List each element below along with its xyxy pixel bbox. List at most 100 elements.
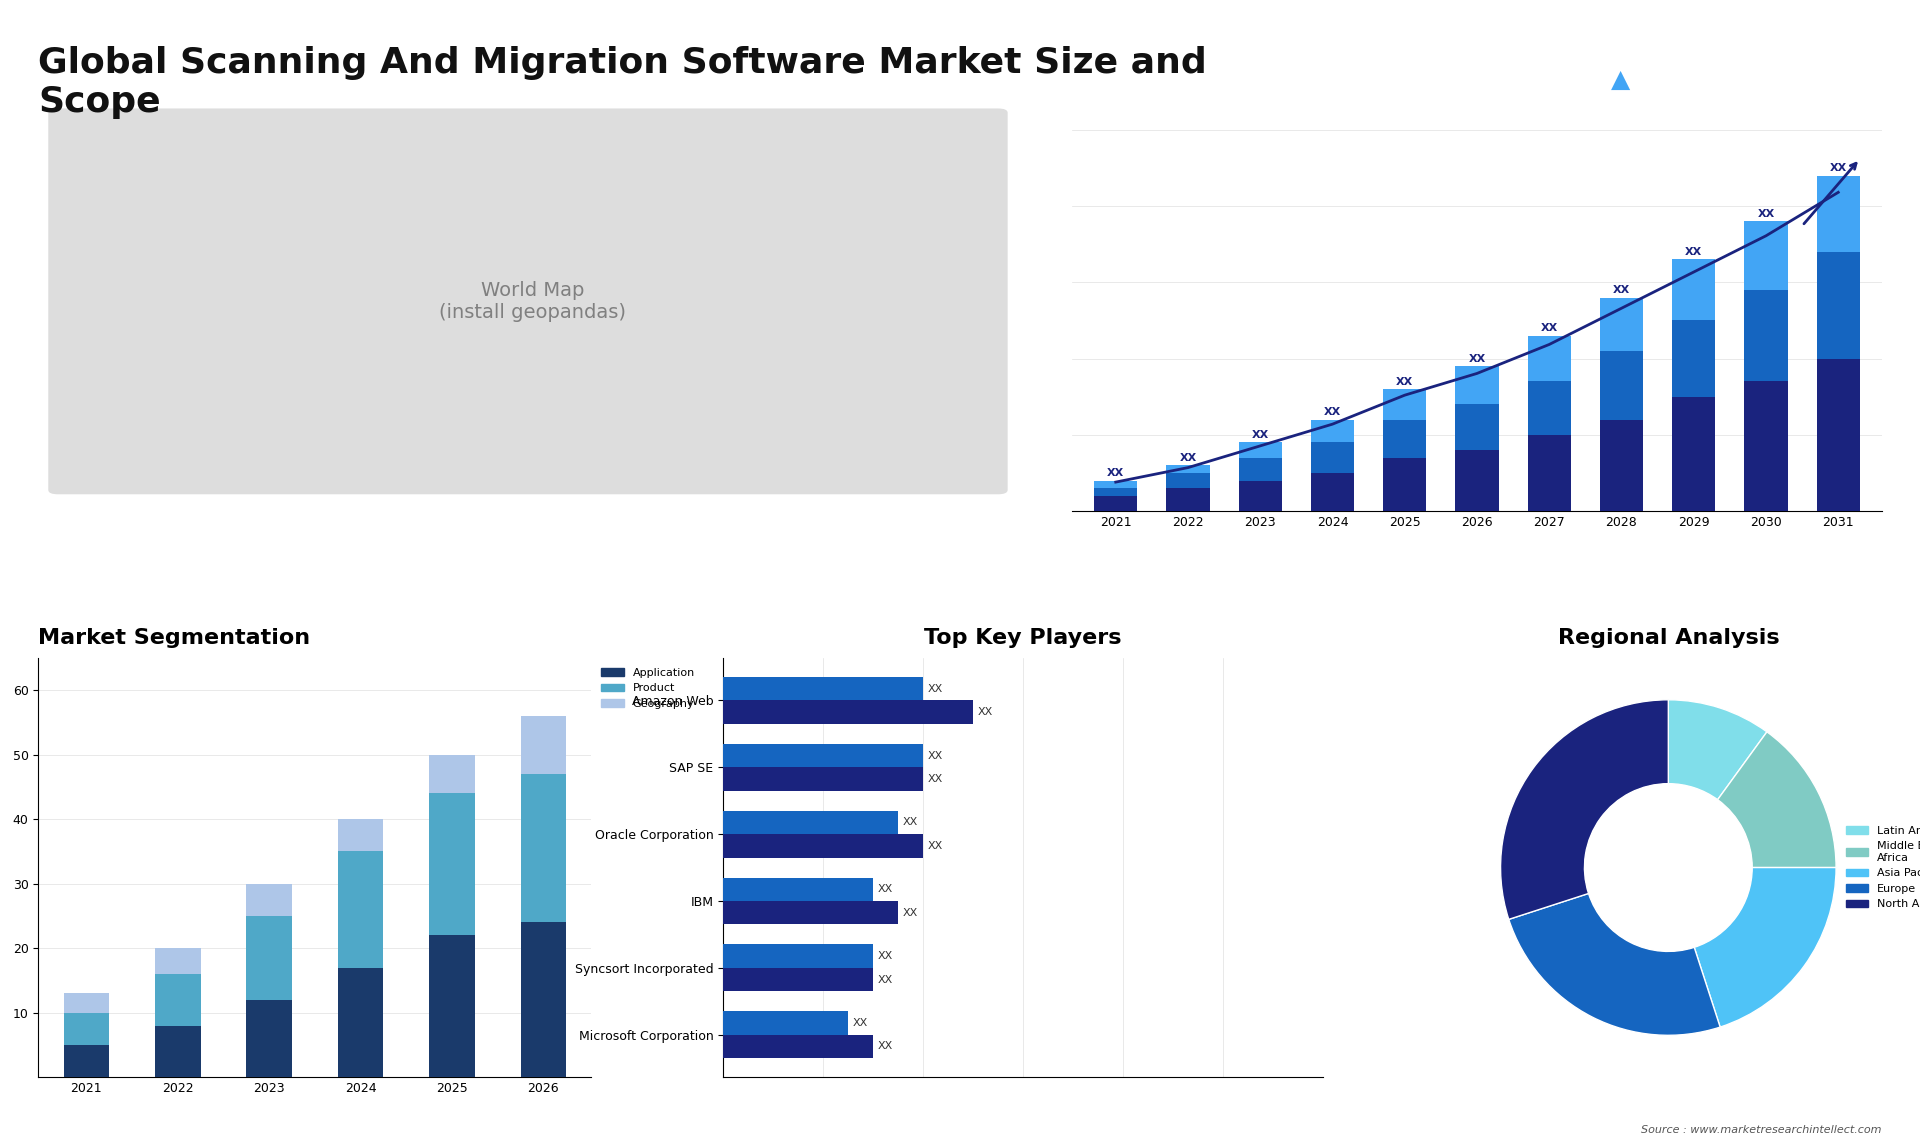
Bar xyxy=(1094,488,1137,496)
Text: XX: XX xyxy=(1325,407,1340,417)
Text: XX: XX xyxy=(927,684,943,693)
Bar xyxy=(1528,434,1571,511)
Bar xyxy=(1745,382,1788,511)
Bar xyxy=(1599,419,1644,511)
Wedge shape xyxy=(1509,894,1720,1035)
Bar xyxy=(724,700,973,724)
Wedge shape xyxy=(1501,700,1668,919)
Bar xyxy=(1672,397,1715,511)
Bar xyxy=(1165,465,1210,473)
Bar xyxy=(1165,488,1210,511)
Wedge shape xyxy=(1718,732,1836,868)
Bar xyxy=(1382,457,1427,511)
Bar xyxy=(520,923,566,1077)
Bar xyxy=(724,901,899,925)
Text: MARKET
RESEARCH
INTELLECT: MARKET RESEARCH INTELLECT xyxy=(1699,53,1757,85)
Bar xyxy=(63,1045,109,1077)
Text: XX: XX xyxy=(1179,453,1196,463)
Bar xyxy=(338,851,384,967)
Bar xyxy=(724,810,899,834)
Bar xyxy=(724,677,924,700)
Bar xyxy=(430,754,474,793)
Bar xyxy=(1745,221,1788,290)
Bar xyxy=(1745,290,1788,382)
Bar xyxy=(1094,496,1137,511)
Bar xyxy=(1455,367,1500,405)
Bar xyxy=(1311,473,1354,511)
Bar xyxy=(724,1035,874,1058)
Bar xyxy=(1382,419,1427,457)
Bar xyxy=(1382,388,1427,419)
Text: XX: XX xyxy=(877,885,893,894)
Legend: Application, Product, Geography: Application, Product, Geography xyxy=(597,664,699,714)
Bar xyxy=(1816,359,1860,511)
Bar xyxy=(1238,442,1283,457)
Text: XX: XX xyxy=(852,1018,868,1028)
Bar xyxy=(338,819,384,851)
Bar xyxy=(246,916,292,999)
Title: Regional Analysis: Regional Analysis xyxy=(1557,628,1780,647)
Text: XX: XX xyxy=(927,841,943,850)
Bar xyxy=(156,948,200,974)
Circle shape xyxy=(1584,784,1753,951)
Text: XX: XX xyxy=(1613,285,1630,296)
Text: XX: XX xyxy=(927,751,943,761)
Text: XX: XX xyxy=(877,974,893,984)
Text: XX: XX xyxy=(1540,323,1557,333)
Bar xyxy=(724,834,924,857)
Bar xyxy=(1455,450,1500,511)
Text: XX: XX xyxy=(1469,354,1486,364)
Bar xyxy=(724,944,874,968)
Text: XX: XX xyxy=(977,707,993,717)
Bar xyxy=(156,1026,200,1077)
Text: XX: XX xyxy=(1396,377,1413,387)
Bar xyxy=(1094,480,1137,488)
Bar xyxy=(430,793,474,935)
Bar xyxy=(1238,457,1283,480)
Text: XX: XX xyxy=(877,1042,893,1052)
Bar xyxy=(1599,351,1644,419)
Bar xyxy=(1455,405,1500,450)
Bar xyxy=(1165,473,1210,488)
Text: XX: XX xyxy=(877,951,893,961)
Bar xyxy=(724,968,874,991)
Bar xyxy=(338,967,384,1077)
Text: XX: XX xyxy=(1108,469,1125,478)
Bar xyxy=(1816,175,1860,252)
Bar xyxy=(520,716,566,774)
Bar xyxy=(156,974,200,1026)
Bar xyxy=(1311,442,1354,473)
Title: Top Key Players: Top Key Players xyxy=(924,628,1121,647)
Text: XX: XX xyxy=(902,908,918,918)
Text: XX: XX xyxy=(902,817,918,827)
Bar xyxy=(63,994,109,1013)
Bar xyxy=(724,744,924,767)
Bar xyxy=(1528,336,1571,382)
FancyBboxPatch shape xyxy=(48,109,1008,494)
Bar xyxy=(724,767,924,791)
Bar xyxy=(724,1012,849,1035)
Text: World Map
(install geopandas): World Map (install geopandas) xyxy=(440,281,626,322)
Text: XX: XX xyxy=(1830,163,1847,173)
Wedge shape xyxy=(1668,700,1766,800)
Bar xyxy=(520,774,566,923)
Text: XX: XX xyxy=(927,774,943,784)
Text: XX: XX xyxy=(1252,430,1269,440)
Bar xyxy=(1528,382,1571,434)
Bar xyxy=(724,878,874,901)
Wedge shape xyxy=(1693,868,1836,1027)
Legend: Latin America, Middle East &
Africa, Asia Pacific, Europe, North America: Latin America, Middle East & Africa, Asi… xyxy=(1841,822,1920,913)
Text: ▲: ▲ xyxy=(1611,69,1630,92)
Bar xyxy=(63,1013,109,1045)
Bar xyxy=(1672,259,1715,321)
Bar xyxy=(246,884,292,916)
Bar xyxy=(430,935,474,1077)
Text: Source : www.marketresearchintellect.com: Source : www.marketresearchintellect.com xyxy=(1642,1124,1882,1135)
Text: Global Scanning And Migration Software Market Size and
Scope: Global Scanning And Migration Software M… xyxy=(38,46,1208,119)
Bar xyxy=(1311,419,1354,442)
Bar xyxy=(1672,321,1715,397)
Bar xyxy=(1238,480,1283,511)
Bar xyxy=(1599,298,1644,351)
Bar xyxy=(246,999,292,1077)
Text: XX: XX xyxy=(1757,209,1774,219)
